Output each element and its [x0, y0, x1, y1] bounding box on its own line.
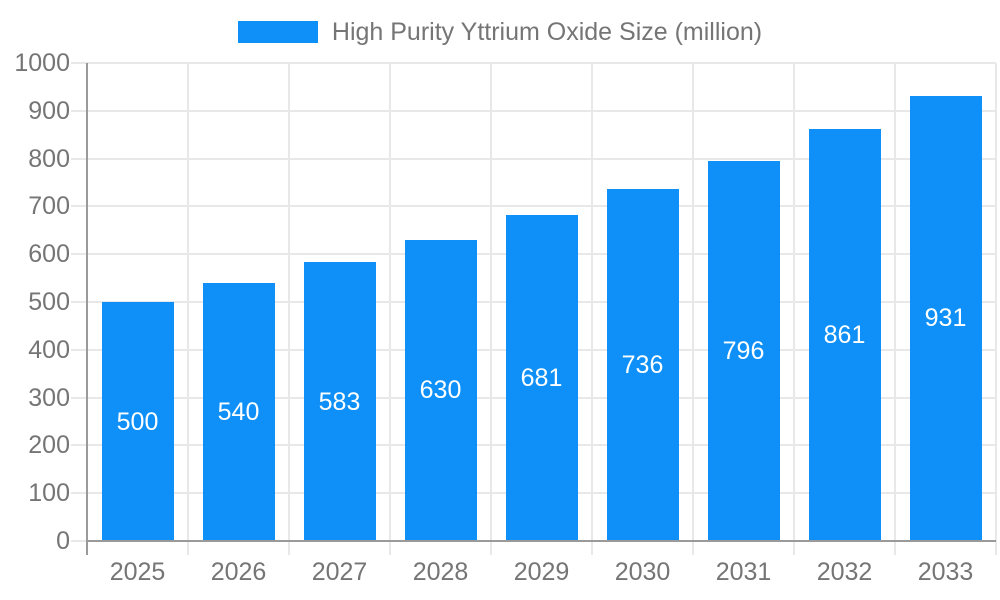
bar-value-label: 861 [823, 321, 866, 350]
y-axis-label: 900 [28, 96, 70, 125]
bar[interactable] [606, 189, 679, 541]
y-axis-tick [71, 540, 87, 542]
v-gridline [894, 63, 896, 541]
y-axis-line [86, 63, 88, 555]
y-axis-tick [71, 396, 87, 399]
y-axis-label: 300 [28, 383, 70, 412]
bar-value-label: 736 [621, 351, 664, 380]
x-axis-tick [894, 541, 896, 555]
bar[interactable] [303, 262, 376, 541]
y-axis-tick [71, 301, 87, 303]
y-axis-tick [71, 157, 87, 160]
x-axis-label: 2032 [816, 558, 873, 586]
x-axis-label: 2033 [917, 558, 974, 586]
bar-value-label: 630 [419, 376, 462, 405]
bar[interactable] [707, 160, 780, 541]
y-axis-tick [71, 492, 87, 495]
h-gridline [87, 157, 996, 160]
y-axis-label: 100 [28, 479, 70, 508]
x-axis-label: 2031 [715, 558, 772, 586]
v-gridline [692, 63, 694, 541]
y-axis-label: 0 [56, 527, 70, 555]
x-axis-tick [591, 541, 593, 555]
x-axis-tick [389, 541, 391, 555]
x-axis-label: 2026 [210, 558, 267, 586]
v-gridline [793, 63, 795, 541]
bar-value-label: 681 [520, 364, 563, 393]
v-gridline [591, 63, 593, 541]
legend-label: High Purity Yttrium Oxide Size (million) [331, 17, 763, 46]
x-axis-label: 2027 [311, 558, 368, 586]
y-axis-label: 600 [28, 240, 70, 269]
x-axis-label: 2025 [109, 558, 166, 586]
y-axis-label: 400 [28, 335, 70, 364]
bar-value-label: 931 [924, 304, 967, 333]
y-axis-label: 1000 [14, 49, 70, 77]
x-axis-label: 2029 [513, 558, 570, 586]
y-axis-tick [71, 62, 87, 64]
y-axis-tick [71, 109, 87, 112]
x-axis-tick [490, 541, 492, 555]
y-axis-label: 200 [28, 431, 70, 460]
bar[interactable] [404, 239, 477, 541]
bar[interactable] [101, 302, 174, 541]
y-axis-tick [71, 444, 87, 447]
x-axis-tick [995, 541, 997, 555]
y-axis-tick [71, 348, 87, 351]
x-axis-label: 2028 [412, 558, 469, 586]
x-axis-tick [288, 541, 290, 555]
h-gridline [87, 109, 996, 112]
bar-value-label: 583 [318, 387, 361, 416]
x-axis-tick [793, 541, 795, 555]
y-axis-label: 800 [28, 144, 70, 173]
h-gridline [87, 62, 996, 64]
h-gridline [87, 205, 996, 208]
bar[interactable] [808, 129, 881, 541]
bar-value-label: 796 [722, 336, 765, 365]
x-axis-tick [692, 541, 694, 555]
bar[interactable] [909, 95, 982, 541]
y-axis-label: 500 [28, 288, 70, 316]
v-gridline [187, 63, 189, 541]
y-axis-tick [71, 253, 87, 256]
bar-value-label: 500 [116, 407, 159, 436]
bar[interactable] [202, 282, 275, 541]
v-gridline [389, 63, 391, 541]
x-axis-label: 2030 [614, 558, 671, 586]
v-gridline [995, 63, 997, 541]
bar[interactable] [505, 215, 578, 541]
v-gridline [288, 63, 290, 541]
x-axis-line [87, 540, 996, 542]
legend[interactable]: High Purity Yttrium Oxide Size (million) [0, 15, 1000, 49]
y-axis-label: 700 [28, 192, 70, 221]
v-gridline [490, 63, 492, 541]
y-axis-tick [71, 205, 87, 208]
bar-value-label: 540 [217, 397, 260, 426]
legend-swatch[interactable] [237, 21, 318, 43]
x-axis-tick [187, 541, 189, 555]
